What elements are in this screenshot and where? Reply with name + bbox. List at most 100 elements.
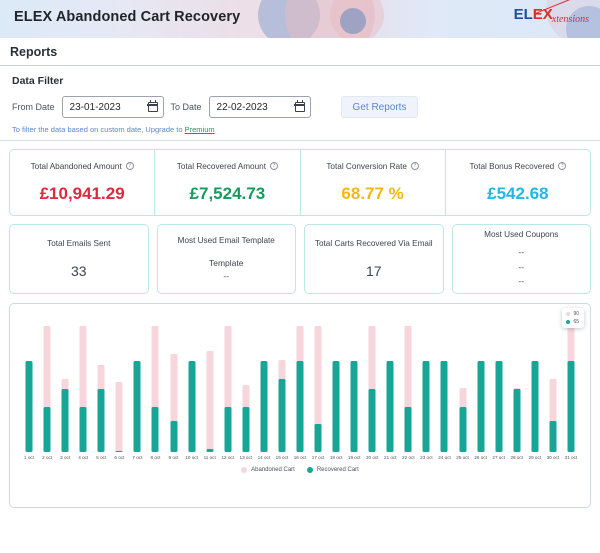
legend-item-abandoned[interactable]: Abandoned Cart (241, 467, 295, 473)
abandoned-cart-bar[interactable] (43, 326, 51, 452)
help-icon[interactable]: ? (558, 162, 567, 170)
chart-bar-group[interactable] (562, 312, 580, 452)
x-axis-tick-label: 2 oct (42, 455, 53, 460)
chart-bar-group[interactable] (38, 312, 56, 452)
recovered-cart-bar[interactable] (549, 421, 557, 452)
recovered-cart-bar[interactable] (224, 407, 232, 452)
to-date-input[interactable]: 22-02-2023 (208, 96, 311, 118)
chart-bar-group[interactable] (255, 312, 273, 452)
recovered-cart-bar[interactable] (61, 389, 69, 452)
stat-card-most-used-coupons: Most Used Coupons -- -- -- (451, 224, 591, 294)
recovered-cart-bar[interactable] (332, 361, 340, 452)
chart-bar-group[interactable] (201, 312, 219, 452)
recovered-cart-bar[interactable] (459, 407, 467, 452)
abandoned-cart-bar[interactable] (314, 326, 322, 452)
chart-bar-group[interactable] (490, 312, 508, 452)
chart-bar-group[interactable] (165, 312, 183, 452)
chart-bar-group[interactable] (20, 312, 38, 452)
get-reports-button[interactable]: Get Reports (340, 96, 419, 118)
recovered-cart-bar[interactable] (531, 361, 539, 452)
logo-text-el: EL (513, 6, 533, 23)
recovered-cart-bar[interactable] (151, 407, 159, 452)
help-icon[interactable]: ? (269, 162, 278, 170)
recovered-cart-bar[interactable] (79, 407, 87, 452)
chart-bar-group[interactable] (237, 312, 255, 452)
chart-bar-group[interactable] (56, 312, 74, 452)
help-icon[interactable]: ? (125, 162, 134, 170)
recovered-cart-bar[interactable] (350, 361, 358, 452)
recovered-cart-bar[interactable] (43, 407, 51, 452)
tooltip-row-recovered: 65 (566, 319, 579, 325)
recovered-cart-bar[interactable] (440, 361, 448, 452)
chart-bar-group[interactable] (544, 312, 562, 452)
filter-upgrade-note: To filter the data based on custom date,… (12, 125, 588, 134)
stat-card-carts-recovered-email: Total Carts Recovered Via Email 17 (304, 224, 444, 294)
recovered-cart-bar[interactable] (422, 361, 430, 452)
stat-value: 33 (70, 262, 87, 279)
filter-controls: From Date 23-01-2023 To Date 22-02-2023 … (12, 96, 588, 118)
recovered-cart-bar[interactable] (133, 361, 141, 452)
chart-bar-group[interactable] (291, 312, 309, 452)
coupon-item: -- (518, 261, 525, 272)
chart-bar-group[interactable] (508, 312, 526, 452)
stat-value: 68.77 % (341, 183, 404, 203)
chart-bar-group[interactable] (399, 312, 417, 452)
abandoned-cart-bar[interactable] (224, 326, 232, 452)
chart-bar-group[interactable] (472, 312, 490, 452)
recovered-cart-bar[interactable] (206, 449, 214, 452)
recovered-cart-bar[interactable] (567, 361, 575, 452)
chart-bar-group[interactable] (363, 312, 381, 452)
recovered-cart-bar[interactable] (115, 450, 123, 452)
chart-bar-group[interactable] (146, 312, 164, 452)
chart-bar-group[interactable] (219, 312, 237, 452)
premium-link[interactable]: Premium (184, 125, 215, 134)
chart-bar-group[interactable] (327, 312, 345, 452)
x-axis-tick-label: 10 oct (185, 455, 198, 460)
abandoned-cart-bar[interactable] (170, 354, 178, 452)
legend-label: Recovered Cart (316, 467, 359, 473)
recovered-cart-bar[interactable] (170, 421, 178, 452)
calendar-icon[interactable] (147, 100, 158, 112)
x-axis-tick-label: 29 oct (528, 455, 542, 460)
chart-bar-group[interactable] (74, 312, 92, 452)
chart-bar-group[interactable] (273, 312, 291, 452)
abandoned-cart-bar[interactable] (115, 382, 123, 452)
chart-bar-group[interactable] (417, 312, 435, 452)
recovered-cart-bar[interactable] (188, 361, 196, 452)
abandoned-cart-bar[interactable] (549, 379, 557, 452)
recovered-cart-bar[interactable] (25, 361, 33, 452)
recovered-cart-bar[interactable] (278, 379, 286, 452)
recovered-cart-bar[interactable] (260, 361, 268, 452)
recovered-cart-bar[interactable] (314, 424, 322, 452)
recovered-cart-bar[interactable] (404, 407, 412, 452)
chart-bar-group[interactable] (435, 312, 453, 452)
recovered-cart-bar[interactable] (242, 407, 250, 452)
recovered-cart-bar[interactable] (495, 361, 503, 452)
chart-bar-group[interactable] (110, 312, 128, 452)
stat-label: Total Recovered Amount ? (177, 162, 278, 171)
recovered-cart-bar[interactable] (513, 389, 521, 452)
recovered-cart-bar[interactable] (386, 361, 394, 452)
recovered-cart-bar[interactable] (97, 389, 105, 452)
recovered-cart-bar[interactable] (477, 361, 485, 452)
stat-card-emails-sent: Total Emails Sent 33 (9, 224, 149, 294)
abandoned-cart-bar[interactable] (79, 326, 87, 452)
calendar-icon[interactable] (294, 100, 305, 112)
chart-bar-group[interactable] (128, 312, 146, 452)
chart-bar-group[interactable] (526, 312, 544, 452)
chart-bar-group[interactable] (309, 312, 327, 452)
legend-item-recovered[interactable]: Recovered Cart (306, 467, 359, 473)
recovered-cart-bar[interactable] (296, 361, 304, 452)
abandoned-cart-bar[interactable] (151, 326, 159, 452)
abandoned-cart-bar[interactable] (404, 326, 412, 452)
chart-bar-group[interactable] (92, 312, 110, 452)
chart-bar-group[interactable] (345, 312, 363, 452)
chart-bar-group[interactable] (381, 312, 399, 452)
help-icon[interactable]: ? (410, 162, 419, 170)
from-date-input[interactable]: 23-01-2023 (61, 96, 164, 118)
abandoned-cart-bar[interactable] (206, 351, 214, 452)
chart-bar-group[interactable] (454, 312, 472, 452)
chart-bar-group[interactable] (183, 312, 201, 452)
x-axis-tick-label: 31 oct (564, 455, 578, 460)
recovered-cart-bar[interactable] (368, 389, 376, 452)
